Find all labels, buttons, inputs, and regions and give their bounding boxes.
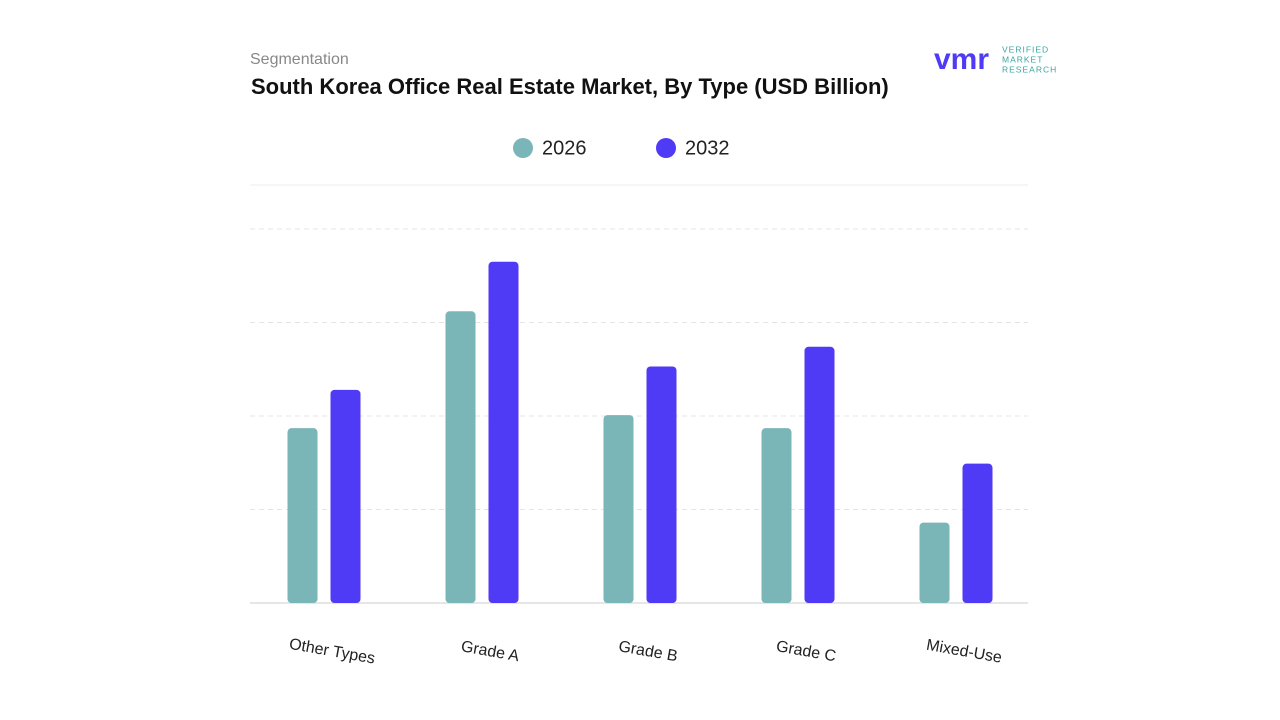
chart-subtitle: Segmentation <box>250 51 349 68</box>
bar <box>646 366 677 603</box>
bar <box>287 428 318 603</box>
logo-text: RESEARCH <box>1002 64 1057 74</box>
x-tick-label: Other Types <box>288 636 376 668</box>
bar <box>761 428 792 603</box>
logo-mark: vmr <box>934 43 989 76</box>
bar <box>919 522 950 603</box>
x-tick-label: Grade A <box>460 638 521 665</box>
bar <box>330 389 361 603</box>
chart-title: South Korea Office Real Estate Market, B… <box>251 74 889 99</box>
logo-text: VERIFIED <box>1002 44 1049 54</box>
legend-swatch <box>513 138 533 158</box>
legend-label: 2026 <box>542 137 587 159</box>
bar <box>804 346 835 603</box>
bar <box>488 261 519 603</box>
x-tick-label: Grade C <box>775 638 838 665</box>
bar <box>445 311 476 603</box>
legend-label: 2032 <box>685 137 730 159</box>
logo-text: MARKET <box>1002 54 1043 64</box>
x-tick-label: Mixed-Use <box>925 637 1003 667</box>
x-tick-label: Grade B <box>617 638 679 665</box>
legend-swatch <box>656 138 676 158</box>
bar <box>962 463 993 603</box>
bar <box>603 415 634 603</box>
